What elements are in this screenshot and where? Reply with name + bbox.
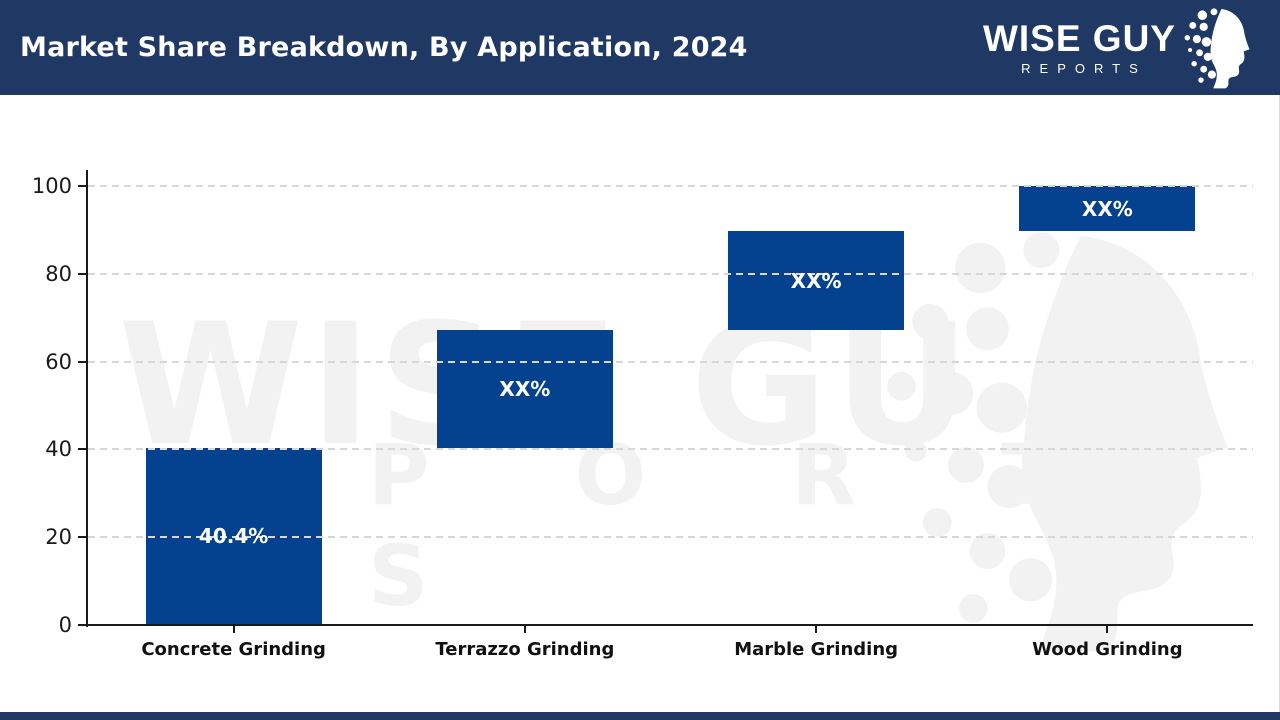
- bar-value-label: XX%: [1081, 196, 1133, 221]
- x-axis-tick: [815, 625, 818, 633]
- report-header: Market Share Breakdown, By Application, …: [0, 0, 1280, 95]
- y-axis-tick-label: 100: [31, 174, 72, 198]
- gridline-60: [88, 360, 1253, 363]
- y-axis-line: [86, 170, 88, 627]
- y-axis-tick: [78, 624, 88, 626]
- y-axis-tick-label: 20: [45, 525, 72, 550]
- report-footer: [0, 712, 1280, 720]
- x-axis-tick: [1106, 625, 1109, 633]
- y-axis-tick-label: 40: [45, 437, 72, 462]
- gridline-40: [88, 448, 1253, 451]
- gridline-20: [88, 536, 1253, 539]
- bar-segment[interactable]: [1019, 186, 1196, 232]
- logo-subtitle: REPORTS: [1021, 60, 1147, 76]
- category-label: Concrete Grinding: [141, 639, 326, 660]
- gridline-100: [88, 185, 1253, 187]
- y-axis-tick-label: 0: [58, 613, 72, 637]
- page-title: Market Share Breakdown, By Application, …: [20, 32, 748, 63]
- logo-face-icon: [1180, 7, 1252, 89]
- x-axis-tick: [232, 625, 235, 633]
- y-axis-tick: [78, 360, 88, 363]
- y-axis-tick-label: 80: [45, 261, 72, 286]
- x-axis-tick: [523, 625, 526, 633]
- bar-segment[interactable]: [436, 329, 613, 448]
- bar-value-label: 40.4%: [198, 524, 269, 549]
- y-axis-tick: [78, 185, 88, 187]
- brand-logo-text: WISE GUY REPORTS: [983, 20, 1176, 76]
- y-axis-tick: [78, 272, 88, 275]
- y-axis-tick-label: 60: [45, 349, 72, 374]
- gridline-80: [88, 272, 1253, 275]
- category-label: Terrazzo Grinding: [435, 639, 615, 660]
- y-axis-tick: [78, 448, 88, 451]
- category-label: Marble Grinding: [734, 639, 899, 660]
- logo-wordmark: WISE GUY: [982, 17, 1176, 59]
- brand-logo: WISE GUY REPORTS: [983, 7, 1252, 89]
- x-axis-line: [86, 624, 1253, 626]
- bar-value-label: XX%: [499, 376, 551, 401]
- bar-segment[interactable]: [728, 231, 905, 330]
- bar-value-label: XX%: [790, 268, 842, 293]
- y-axis-tick: [78, 536, 88, 539]
- category-label: Wood Grinding: [1032, 639, 1183, 660]
